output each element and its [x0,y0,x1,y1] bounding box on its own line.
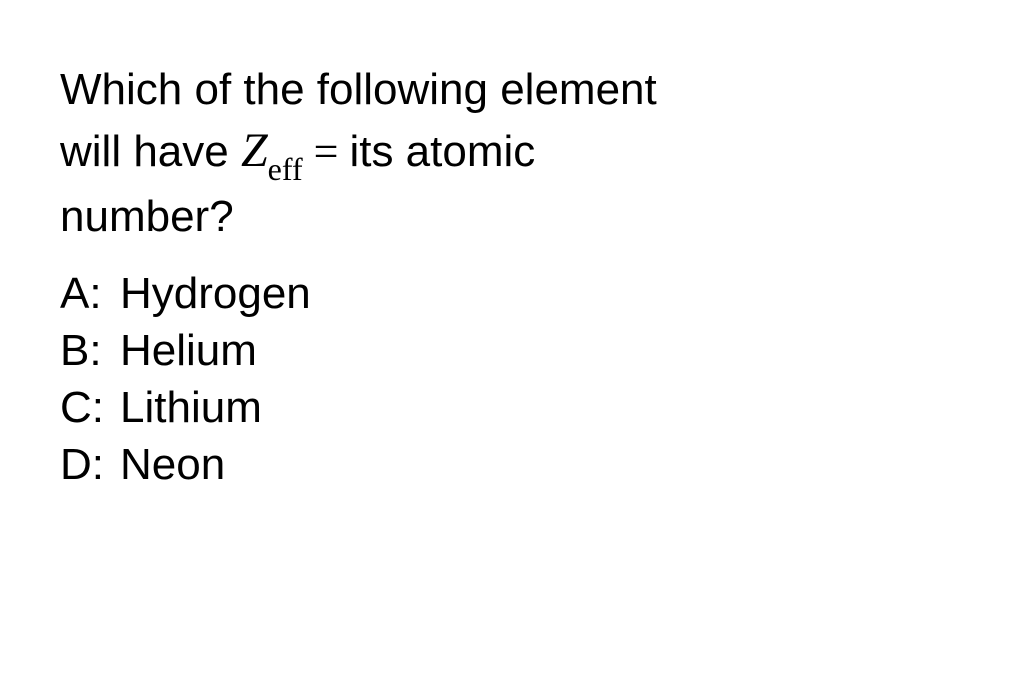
option-label: B: [60,322,120,379]
option-label: C: [60,379,120,436]
option-text: Neon [120,436,225,493]
option-text: Helium [120,322,257,379]
option-text: Hydrogen [120,265,311,322]
question-line1: Which of the following element [60,65,657,114]
equals-sign: = [303,127,350,176]
options-list: A: Hydrogen B: Helium C: Lithium D: Neon [60,265,964,494]
question-container: Which of the following element will have… [60,40,964,494]
option-d[interactable]: D: Neon [60,436,964,493]
question-text: Which of the following element will have… [60,60,964,247]
option-b[interactable]: B: Helium [60,322,964,379]
question-line2-part2: its atomic [349,127,535,176]
z-variable: Z [241,124,268,177]
z-subscript: eff [268,151,303,187]
question-line3: number? [60,192,234,241]
option-label: A: [60,265,120,322]
option-text: Lithium [120,379,262,436]
option-c[interactable]: C: Lithium [60,379,964,436]
question-line2-part1: will have [60,127,241,176]
option-label: D: [60,436,120,493]
option-a[interactable]: A: Hydrogen [60,265,964,322]
